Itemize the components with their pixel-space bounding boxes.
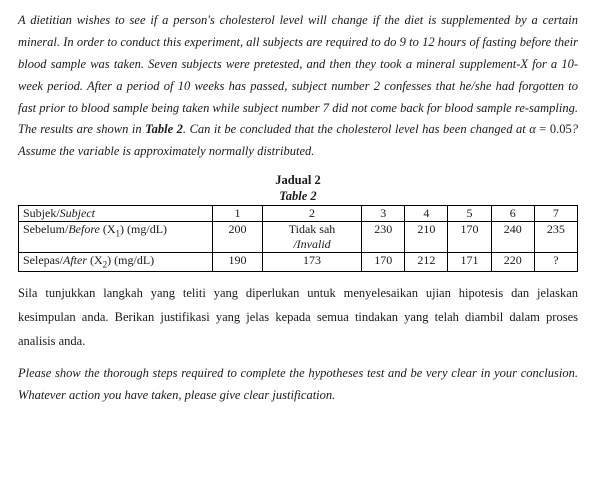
subject-6: 6	[491, 206, 534, 222]
row-after: Selepas/After (X2) (mg/dL) 190 173 170 2…	[19, 253, 578, 272]
before-3: 230	[362, 222, 405, 253]
after-1: 190	[213, 253, 263, 272]
caption-sub: Table 2	[18, 189, 578, 205]
label-before: Sebelum/Before (X1) (mg/dL)	[19, 222, 213, 253]
caption-top: Jadual 2	[18, 173, 578, 189]
intro-paragraph: A dietitian wishes to see if a person's …	[18, 10, 578, 163]
subject-1: 1	[213, 206, 263, 222]
before-5: 170	[448, 222, 491, 253]
row-before: Sebelum/Before (X1) (mg/dL) 200 Tidak sa…	[19, 222, 578, 253]
subject-4: 4	[405, 206, 448, 222]
subject-7: 7	[534, 206, 577, 222]
before-4: 210	[405, 222, 448, 253]
after-7: ?	[534, 253, 577, 272]
label-subject: Subjek/Subject	[19, 206, 213, 222]
after-2: 173	[262, 253, 361, 272]
before-6: 240	[491, 222, 534, 253]
table-caption: Jadual 2 Table 2	[18, 173, 578, 204]
before-1: 200	[213, 222, 263, 253]
label-after: Selepas/After (X2) (mg/dL)	[19, 253, 213, 272]
row-subject: Subjek/Subject 1 2 3 4 5 6 7	[19, 206, 578, 222]
subject-3: 3	[362, 206, 405, 222]
alpha-expression: α = 0.05	[529, 122, 572, 136]
after-4: 212	[405, 253, 448, 272]
before-2-invalid: Tidak sah /Invalid	[262, 222, 361, 253]
subject-2: 2	[262, 206, 361, 222]
instructions-english: Please show the thorough steps required …	[18, 363, 578, 407]
subject-5: 5	[448, 206, 491, 222]
instructions-malay: Sila tunjukkan langkah yang teliti yang …	[18, 282, 578, 353]
intro-text-pre: A dietitian wishes to see if a person's …	[18, 13, 578, 136]
after-6: 220	[491, 253, 534, 272]
after-5: 171	[448, 253, 491, 272]
data-table: Subjek/Subject 1 2 3 4 5 6 7 Sebelum/Bef…	[18, 205, 578, 272]
after-3: 170	[362, 253, 405, 272]
before-7: 235	[534, 222, 577, 253]
